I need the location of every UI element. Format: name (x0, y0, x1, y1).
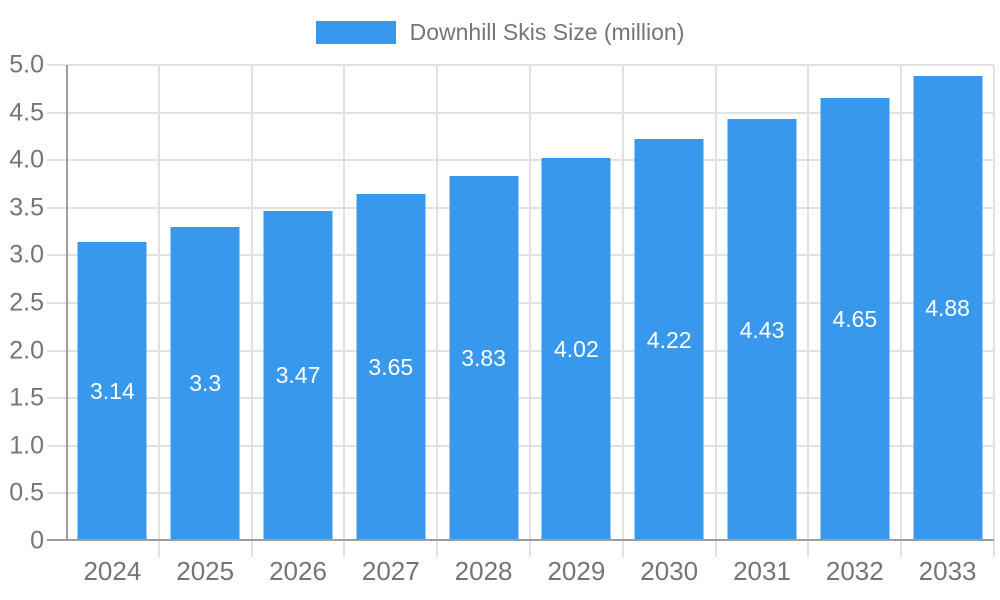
y-axis-tick-label: 4.0 (9, 145, 44, 174)
y-axis-tick-label: 3.0 (9, 240, 44, 269)
bar-value-label: 4.02 (554, 336, 599, 363)
gridline-y (47, 397, 994, 400)
y-axis-tick-label: 1.0 (9, 431, 44, 460)
x-axis-tick-label: 2025 (176, 556, 235, 586)
gridline-x (250, 65, 253, 557)
bar-2026[interactable]: 3.47 (263, 210, 333, 541)
x-axis-tick-label: 2032 (825, 556, 884, 586)
gridline-y (47, 206, 994, 209)
bar-value-label: 3.83 (461, 345, 506, 372)
y-axis-tick-label: 2.0 (9, 336, 44, 365)
legend-item[interactable]: Downhill Skis Size (million) (315, 19, 685, 46)
gridline-y (47, 492, 994, 495)
bar-2024[interactable]: 3.14 (77, 242, 147, 541)
x-axis-tick-label: 2027 (361, 556, 420, 586)
x-axis-tick-label: 2024 (83, 556, 142, 586)
gridline-y (47, 159, 994, 162)
x-axis-tick-label: 2026 (269, 556, 327, 586)
legend: Downhill Skis Size (million) (0, 19, 1000, 46)
gridline-y (47, 349, 994, 352)
y-axis-tick-label: 5.0 (9, 50, 44, 79)
bar-2029[interactable]: 4.02 (541, 158, 611, 541)
bar-2032[interactable]: 4.65 (820, 98, 890, 541)
bar-value-label: 3.65 (368, 353, 414, 380)
x-axis-tick-label: 2030 (640, 556, 699, 586)
bar-value-label: 4.88 (925, 295, 970, 322)
x-axis-tick-label: 2029 (547, 556, 606, 586)
gridline-y (47, 64, 994, 66)
bar-value-label: 3.14 (90, 378, 135, 405)
bar-value-label: 4.22 (646, 326, 692, 353)
gridline-x (343, 65, 346, 557)
y-axis-tick-label: 3.5 (9, 193, 44, 222)
gridline-x (157, 65, 160, 557)
y-axis-tick-label: 1.5 (9, 383, 44, 412)
gridline-x (900, 65, 903, 557)
bar-2033[interactable]: 4.88 (913, 76, 983, 541)
x-axis-tick-label: 2028 (454, 556, 513, 586)
y-axis-line (66, 65, 68, 541)
bar-2025[interactable]: 3.3 (170, 226, 240, 541)
gridline-x (714, 65, 717, 557)
plot-area: 3.14 3.3 3.47 3.65 3.83 4.02 4.22 4.43 4.65 4.88 (47, 64, 995, 557)
bar-value-label: 4.43 (739, 316, 785, 343)
legend-swatch (315, 21, 396, 44)
gridline-x (807, 65, 810, 557)
y-axis-tick-label: 0 (30, 526, 44, 555)
x-axis-tick-label: 2031 (733, 556, 791, 586)
y-axis-tick-label: 2.5 (9, 288, 44, 317)
gridline-x (436, 65, 439, 557)
bar-2027[interactable]: 3.65 (356, 193, 426, 541)
bar-value-label: 3.3 (189, 370, 222, 397)
bar-2030[interactable]: 4.22 (634, 139, 704, 541)
y-axis-tick-label: 0.5 (9, 478, 44, 507)
gridline-x (993, 65, 995, 557)
gridline-y (47, 302, 994, 304)
x-axis-line (47, 539, 994, 541)
gridline-x (621, 65, 624, 557)
gridline-x (529, 65, 531, 557)
x-axis-labels: 2024 2025 2026 2027 2028 2029 2030 2031 2032 2033 (66, 556, 994, 588)
gridline-y (47, 254, 994, 257)
bar-value-label: 4.65 (832, 306, 878, 333)
legend-label: Downhill Skis Size (million) (409, 19, 685, 45)
gridline-y (47, 111, 994, 114)
bar-value-label: 3.47 (275, 362, 321, 389)
bar-2028[interactable]: 3.83 (449, 176, 519, 541)
gridline-y (47, 444, 994, 447)
y-axis-tick-label: 4.5 (9, 98, 44, 127)
y-axis-labels: 0 0.5 1.0 1.5 2.0 2.5 3.0 3.5 4.0 4.5 5.0 (0, 51, 44, 555)
bar-2031[interactable]: 4.43 (727, 119, 797, 541)
x-axis-tick-label: 2033 (918, 556, 977, 586)
